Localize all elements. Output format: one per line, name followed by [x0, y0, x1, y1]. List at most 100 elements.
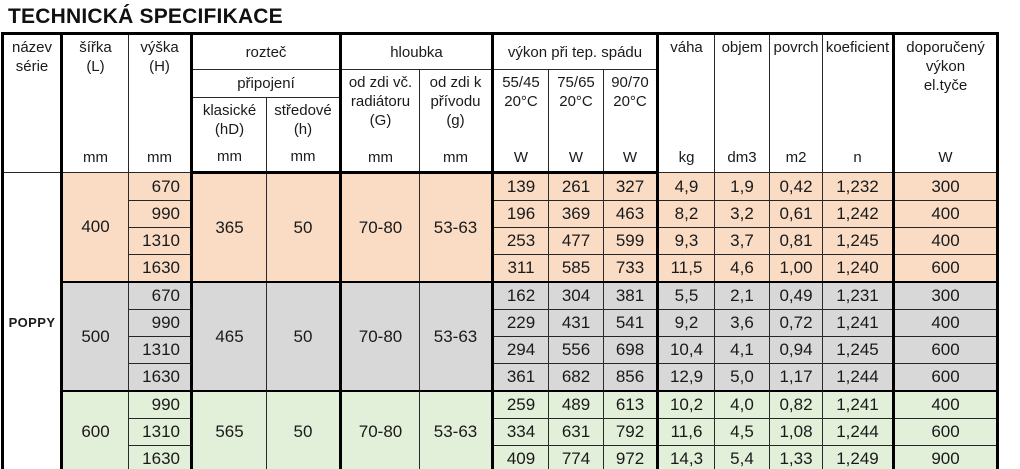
cell-sirka: 500	[61, 281, 129, 391]
col-header-pripojeni: připojení	[191, 69, 342, 99]
t9070-label: 90/70 20°C	[611, 74, 649, 110]
cell-dopor: 900	[893, 445, 998, 469]
cell-povrch: 1,00	[769, 254, 823, 282]
cell-vaha: 14,3	[657, 445, 715, 469]
cell-povrch: 0,72	[769, 309, 823, 337]
cell-hloubka-g: 53-63	[419, 172, 494, 282]
t9070-unit: W	[622, 149, 638, 166]
cell-vyska: 670	[128, 172, 193, 201]
cell-objem: 2,1	[714, 281, 770, 310]
doporuceny-label: doporučený výkon el.tyče	[906, 39, 985, 94]
cell-w9070: 381	[603, 281, 659, 310]
cell-vaha: 5,5	[657, 281, 715, 310]
stredove-label: středové (h)	[274, 102, 332, 139]
cell-w9070: 733	[603, 254, 659, 282]
cell-vyska: 1310	[128, 336, 193, 364]
cell-vyska: 670	[128, 281, 193, 310]
cell-w9070: 599	[603, 227, 659, 255]
koeficient-label: koeficient	[825, 39, 890, 56]
cell-w7565: 477	[548, 227, 604, 255]
col-header-klasicke: klasické (hD) mm	[191, 97, 267, 174]
cell-w9070: 327	[603, 172, 659, 201]
cell-objem: 5,4	[714, 445, 770, 469]
cell-objem: 3,2	[714, 200, 770, 228]
table-row: 1310 334 631 792 11,6 4,5 1,08 1,244 600	[2, 418, 998, 446]
table-row: 600 990 565 50 70-80 53-63 259 489 613 1…	[2, 390, 998, 469]
cell-vaha: 12,9	[657, 363, 715, 391]
cell-w9070: 792	[603, 418, 659, 446]
cell-vyska: 1310	[128, 418, 193, 446]
col-header-vykon: výkon při tep. spádu	[492, 33, 659, 70]
od-zdi-g-label: od zdi k přívodu (g)	[429, 74, 482, 129]
cell-vyska: 990	[128, 200, 193, 228]
cell-klasicke: 565	[191, 390, 267, 469]
col-header-7565: 75/65 20°C W	[548, 69, 604, 174]
cell-objem: 4,6	[714, 254, 770, 282]
povrch-label: povrch	[773, 39, 819, 56]
cell-povrch: 1,33	[769, 445, 823, 469]
cell-stredove: 50	[266, 172, 342, 282]
od-zdi-G-unit: mm	[368, 149, 393, 166]
cell-w5545: 361	[492, 363, 549, 391]
cell-povrch: 0,94	[769, 336, 823, 364]
cell-w5545: 409	[492, 445, 549, 469]
cell-w7565: 304	[548, 281, 604, 310]
cell-w9070: 541	[603, 309, 659, 337]
cell-vaha: 10,4	[657, 336, 715, 364]
cell-vaha: 9,3	[657, 227, 715, 255]
col-header-hloubka: hloubka	[340, 33, 494, 70]
series-name: POPPY	[8, 315, 56, 330]
cell-w7565: 369	[548, 200, 604, 228]
cell-vaha: 9,2	[657, 309, 715, 337]
cell-vyska: 1630	[128, 363, 193, 391]
cell-koef: 1,245	[822, 227, 895, 255]
cell-w5545: 311	[492, 254, 549, 282]
cell-sirka: 600	[61, 390, 129, 469]
page-title: TECHNICKÁ SPECIFIKACE	[8, 5, 283, 28]
cell-w7565: 774	[548, 445, 604, 469]
sirka-label: šířka (L)	[79, 39, 112, 75]
cell-vaha: 10,2	[657, 390, 715, 419]
cell-hloubka-G: 70-80	[340, 172, 420, 282]
cell-w7565: 631	[548, 418, 604, 446]
cell-koef: 1,241	[822, 390, 895, 419]
col-header-povrch: povrch m2	[769, 33, 823, 173]
cell-w5545: 253	[492, 227, 549, 255]
t5545-label: 55/45 20°C	[502, 74, 540, 110]
cell-dopor: 600	[893, 418, 998, 446]
cell-hloubka-G: 70-80	[340, 390, 420, 469]
cell-povrch: 0,49	[769, 281, 823, 310]
cell-objem: 4,1	[714, 336, 770, 364]
cell-hloubka-g: 53-63	[419, 281, 494, 391]
series-name-cell: POPPY	[2, 172, 63, 469]
table-row: 990 229 431 541 9,2 3,6 0,72 1,241 400	[2, 309, 998, 337]
col-header-od-zdi-g: od zdi k přívodu (g) mm	[419, 69, 494, 174]
col-header-roztec: rozteč	[191, 33, 342, 70]
cell-w5545: 334	[492, 418, 549, 446]
cell-klasicke: 465	[191, 281, 267, 391]
cell-w7565: 489	[548, 390, 604, 419]
cell-povrch: 0,81	[769, 227, 823, 255]
cell-koef: 1,240	[822, 254, 895, 282]
cell-vaha: 8,2	[657, 200, 715, 228]
cell-hloubka-G: 70-80	[340, 281, 420, 391]
cell-objem: 4,5	[714, 418, 770, 446]
cell-w5545: 139	[492, 172, 549, 201]
cell-w9070: 972	[603, 445, 659, 469]
cell-w5545: 294	[492, 336, 549, 364]
table-row: POPPY 400 670 365 50 70-80 53-63 139 261…	[2, 172, 998, 469]
objem-unit: dm3	[727, 149, 757, 166]
cell-objem: 3,6	[714, 309, 770, 337]
col-header-objem: objem dm3	[714, 33, 770, 173]
cell-w7565: 585	[548, 254, 604, 282]
cell-dopor: 300	[893, 281, 998, 310]
vyska-label: výška (H)	[140, 39, 179, 75]
table-row: 990 196 369 463 8,2 3,2 0,61 1,242 400	[2, 200, 998, 228]
t5545-unit: W	[513, 149, 529, 166]
cell-w7565: 556	[548, 336, 604, 364]
cell-povrch: 0,61	[769, 200, 823, 228]
col-header-5545: 55/45 20°C W	[492, 69, 549, 174]
col-header-koeficient: koeficient n	[822, 33, 895, 173]
col-header-vyska: výška (H) mm	[128, 33, 193, 173]
cell-vaha: 11,5	[657, 254, 715, 282]
